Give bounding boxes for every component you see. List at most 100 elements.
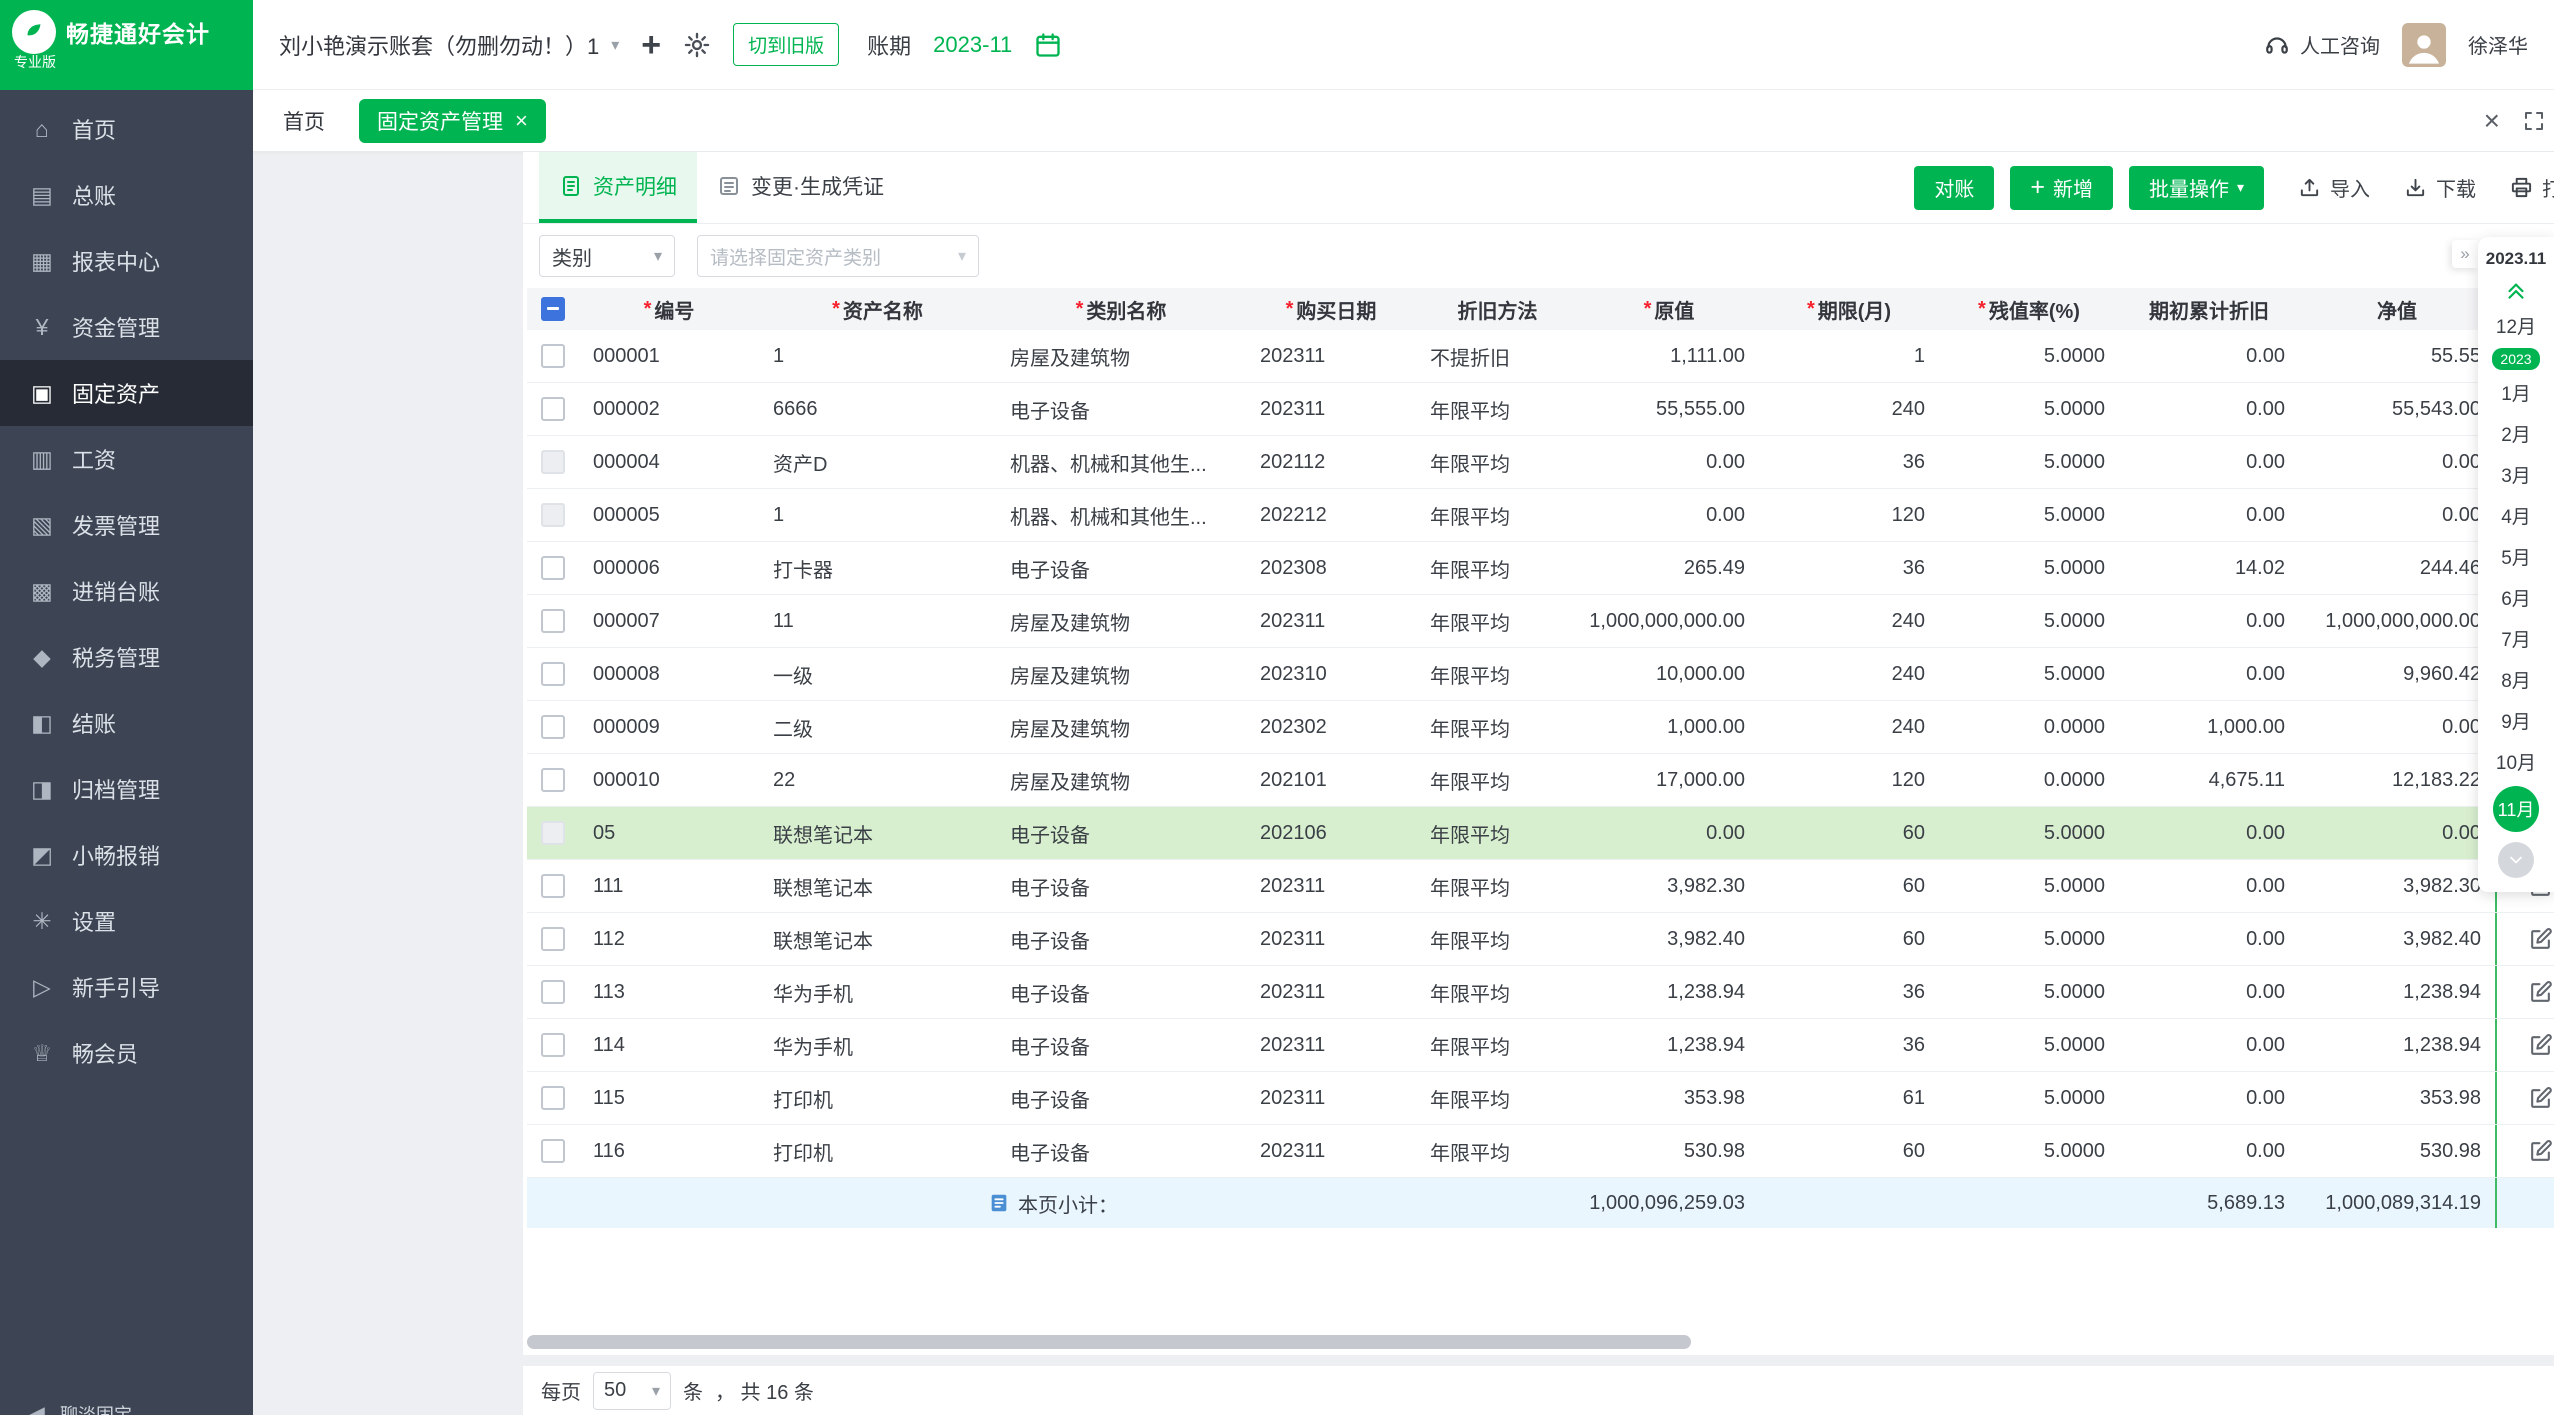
row-checkbox[interactable] <box>527 595 579 647</box>
required-mark: * <box>643 297 652 320</box>
column-header[interactable]: 净值 <box>2377 300 2417 323</box>
batch-actions-button[interactable]: 批量操作 ▾ <box>2128 165 2264 210</box>
calendar-month[interactable]: 5月 <box>2501 548 2531 569</box>
sidebar-item-salary[interactable]: ▥ 工资 <box>0 426 253 492</box>
sidebar-item-trade-ledger[interactable]: ▩ 进销台账 <box>0 558 253 624</box>
calendar-month[interactable]: 10月 <box>2495 753 2537 774</box>
row-checkbox[interactable] <box>527 1072 579 1124</box>
period-value[interactable]: 2023-11 <box>933 31 1013 57</box>
calendar-month[interactable]: 3月 <box>2501 466 2531 487</box>
row-checkbox[interactable] <box>527 1019 579 1071</box>
sidebar-item-fixed-assets[interactable]: ▣ 固定资产 <box>0 360 253 426</box>
sidebar-item-guide[interactable]: ▷ 新手引导 <box>0 954 253 1020</box>
column-header[interactable]: 期初累计折旧 <box>2149 300 2269 323</box>
table-row: 111 联想笔记本 电子设备 202311 年限平均 3,982.30 60 5.0000 0.… <box>527 860 2554 913</box>
row-checkbox[interactable] <box>527 701 579 753</box>
calendar-month[interactable]: 4月 <box>2501 507 2531 528</box>
download-button[interactable]: 下载 <box>2404 173 2476 202</box>
asset-category-input[interactable]: 请选择固定资产类别 ▾ <box>697 235 979 277</box>
calendar-month[interactable]: 12月 <box>2495 317 2537 338</box>
column-header[interactable]: 折旧方法 <box>1457 300 1538 323</box>
print-button[interactable]: 打印 <box>2510 173 2554 202</box>
row-checkbox[interactable] <box>527 966 579 1018</box>
user-name[interactable]: 徐泽华 <box>2468 36 2528 58</box>
cell-net: 0.00 <box>2442 821 2481 844</box>
column-header[interactable]: * 类别名称 <box>1075 297 1167 323</box>
horizontal-scrollbar[interactable] <box>527 1335 2554 1349</box>
tab-home[interactable]: 首页 <box>283 110 325 134</box>
calendar-month[interactable]: 8月 <box>2501 671 2531 692</box>
sidebar-item-label: 设置 <box>72 910 117 935</box>
sidebar-item-home[interactable]: ⌂ 首页 <box>0 96 253 162</box>
close-icon[interactable]: × <box>2483 104 2500 136</box>
fullscreen-icon[interactable] <box>2522 109 2546 133</box>
avatar[interactable] <box>2402 22 2446 67</box>
column-header[interactable]: * 购买日期 <box>1285 297 1377 323</box>
scroll-up-icon[interactable] <box>2503 277 2529 303</box>
tab-asset-detail[interactable]: 资产明细 <box>539 152 697 223</box>
gear-icon[interactable] <box>683 31 711 59</box>
sidebar-item-funds[interactable]: ¥ 资金管理 <box>0 294 253 360</box>
sidebar-item-reports[interactable]: ▦ 报表中心 <box>0 228 253 294</box>
edit-icon[interactable] <box>2528 1086 2553 1111</box>
import-button[interactable]: 导入 <box>2298 173 2370 202</box>
cell-category: 电子设备 <box>1010 877 1090 900</box>
column-header[interactable]: * 编号 <box>643 297 695 323</box>
row-checkbox[interactable] <box>527 754 579 806</box>
close-tab-icon[interactable]: × <box>515 107 528 133</box>
consult-button[interactable]: 人工咨询 <box>2264 30 2380 59</box>
column-header[interactable]: * 期限(月) <box>1806 297 1892 323</box>
tab-change-voucher[interactable]: 变更·生成凭证 <box>697 152 904 223</box>
category-select[interactable]: 类别 ▾ <box>539 235 675 277</box>
sidebar-item-tax[interactable]: ◆ 税务管理 <box>0 624 253 690</box>
headset-icon <box>2264 32 2290 58</box>
row-checkbox[interactable] <box>527 542 579 594</box>
collapse-panel-handle[interactable]: » <box>2452 240 2478 268</box>
sidebar-item-label: 小畅报销 <box>72 844 161 869</box>
calendar-month[interactable]: 9月 <box>2501 712 2531 733</box>
table-row: 113 华为手机 电子设备 202311 年限平均 1,238.94 36 5.0000 0.0… <box>527 966 2554 1019</box>
column-header[interactable]: * 残值率(%) <box>1978 297 2080 323</box>
switch-old-version-button[interactable]: 切到旧版 <box>733 23 840 66</box>
cell-residual: 5.0000 <box>2043 1139 2105 1162</box>
calendar-month[interactable]: 6月 <box>2501 589 2531 610</box>
calendar-month[interactable]: 1月 <box>2501 384 2531 405</box>
scroll-down-icon[interactable] <box>2498 842 2534 878</box>
edit-icon[interactable] <box>2528 1033 2553 1058</box>
sidebar-item-closing[interactable]: ◧ 结账 <box>0 690 253 756</box>
add-asset-button[interactable]: + 新增 <box>2010 165 2113 210</box>
edit-icon[interactable] <box>2528 980 2553 1005</box>
scrollbar-thumb[interactable] <box>527 1335 1691 1349</box>
row-checkbox[interactable] <box>527 648 579 700</box>
sidebar-item-expense[interactable]: ◩ 小畅报销 <box>0 822 253 888</box>
reconcile-button[interactable]: 对账 <box>1914 165 1995 210</box>
edit-icon[interactable] <box>2528 1139 2553 1164</box>
sidebar-item-ledger[interactable]: ▤ 总账 <box>0 162 253 228</box>
calendar-icon[interactable] <box>1034 31 1062 59</box>
row-checkbox[interactable] <box>527 860 579 912</box>
sidebar-item-invoice[interactable]: ▧ 发票管理 <box>0 492 253 558</box>
row-checkbox[interactable] <box>527 913 579 965</box>
cell-name: 1 <box>773 503 785 526</box>
calendar-month[interactable]: 7月 <box>2501 630 2531 651</box>
account-book-selector[interactable]: 刘小艳演示账套（勿删勿动！）1 ▾ <box>279 29 619 61</box>
calendar-month[interactable]: 2月 <box>2501 425 2531 446</box>
column-header[interactable]: * 原值 <box>1643 297 1695 323</box>
sidebar-item-bottom[interactable]: ◀ 聊淡固宝 <box>0 1393 253 1415</box>
row-checkbox[interactable] <box>527 383 579 435</box>
column-header[interactable]: * 资产名称 <box>832 297 923 323</box>
edit-icon[interactable] <box>2528 927 2553 952</box>
sidebar-item-settings[interactable]: ✳ 设置 <box>0 888 253 954</box>
select-all-checkbox[interactable] <box>527 288 579 330</box>
calendar-month-active[interactable]: 11月 <box>2493 786 2539 832</box>
add-account-book-button[interactable]: + <box>641 25 662 64</box>
sidebar-item-label: 固定资产 <box>72 382 161 407</box>
sidebar-item-archive[interactable]: ◨ 归档管理 <box>0 756 253 822</box>
cell-category: 电子设备 <box>1010 1142 1090 1165</box>
cell-init_depr: 0.00 <box>2246 397 2285 420</box>
tab-fixed-asset-management[interactable]: 固定资产管理 × <box>359 98 546 143</box>
row-checkbox[interactable] <box>527 1125 579 1177</box>
row-checkbox[interactable] <box>527 330 579 382</box>
sidebar-item-member[interactable]: ♕ 畅会员 <box>0 1020 253 1086</box>
page-size-select[interactable]: 50 ▾ <box>593 1371 671 1410</box>
